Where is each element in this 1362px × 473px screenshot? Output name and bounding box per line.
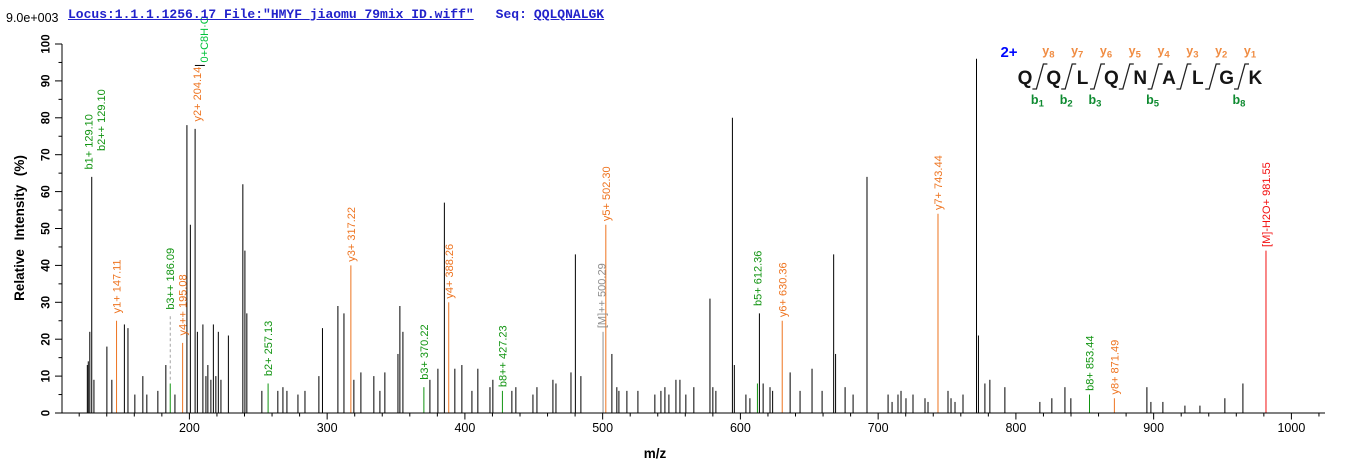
x-tick-label: 500: [592, 421, 613, 435]
b-ion-label: b1: [1031, 93, 1045, 110]
x-tick-label: 200: [179, 421, 200, 435]
x-tick-label: 900: [1143, 421, 1164, 435]
residue-letter: G: [1219, 68, 1234, 89]
residue-letter: A: [1162, 68, 1176, 89]
y-ion-label: y4: [1157, 44, 1170, 61]
b-ion-label: b3: [1089, 93, 1102, 110]
y-ion-label: y7: [1071, 44, 1083, 61]
residue-letter: Q: [1104, 68, 1119, 89]
peak-label: b8+ 853.44: [1084, 335, 1096, 390]
peak-label: b8++ 427.23: [497, 325, 509, 387]
x-tick-label: 1000: [1277, 421, 1305, 435]
x-tick-label: 400: [454, 421, 475, 435]
x-tick-label: 300: [317, 421, 338, 435]
peak-label: [M]++ 500.29: [596, 263, 608, 328]
residue-letter: Q: [1018, 68, 1033, 89]
fragment-divider: [1147, 63, 1163, 90]
residue-letter: N: [1133, 68, 1147, 89]
y-ion-label: y5: [1129, 44, 1142, 61]
x-tick-label: 800: [1005, 421, 1026, 435]
peak-label: y6+ 630.36: [777, 262, 789, 317]
y-tick-label: 30: [41, 296, 53, 309]
y-axis-title: Relative Intensity (%): [12, 155, 27, 301]
peak-label: y5+ 502.30: [601, 166, 613, 221]
y-ion-label: y6: [1100, 44, 1112, 61]
axis-lines: [61, 44, 1325, 414]
fragment-divider: [1118, 63, 1134, 90]
y-tick-label: 100: [41, 34, 53, 53]
peak-label: [M]-H2O+ 981.55: [1261, 162, 1273, 247]
y-tick-label: 0: [41, 410, 53, 416]
fragment-divider: [1205, 63, 1221, 90]
y-ion-label: y3: [1186, 44, 1198, 61]
peak-label: 0+C8H·C: [199, 16, 211, 62]
y-tick-label: 20: [41, 333, 53, 346]
peak-label: b2++ 129.10: [96, 89, 108, 151]
peak-label: y3+ 317.22: [346, 207, 358, 262]
fragment-divider: [1090, 63, 1105, 90]
y-ion-label: y1: [1244, 44, 1257, 61]
seq-value: QQLQNALGK: [533, 7, 605, 22]
peak-label: y2+ 204.14: [192, 67, 204, 122]
peak-labels-group: b1+ 129.10 b2++ 129.10 y1+ 147.11 b3++ 186.…: [83, 16, 1273, 394]
fragment-divider: [1032, 63, 1048, 90]
y-ion-label: y2: [1215, 44, 1227, 61]
y-tick-label: 70: [41, 148, 53, 161]
y-ion-label: y8: [1042, 44, 1054, 61]
seq-label: Seq:: [495, 7, 527, 22]
peak-label: y1+ 147.11: [112, 259, 124, 313]
residue-letter: K: [1249, 68, 1263, 89]
fragment-divider: [1176, 63, 1192, 90]
y-tick-label: 60: [41, 185, 53, 198]
peak-label: b2+ 257.13: [263, 321, 275, 376]
x-tick-label: 600: [730, 421, 751, 435]
y-tick-label: 50: [41, 222, 53, 235]
peak-label: y4+ 388.26: [444, 244, 456, 299]
x-tick-label: 700: [868, 421, 889, 435]
residue-letter: L: [1077, 68, 1089, 89]
fragment-divider: [1234, 63, 1249, 90]
axes-group: 0 10 20 30 40 50 60 70 80 90 100 200 300 400 500 600 700…: [12, 34, 1325, 461]
b-ion-label: b5: [1146, 93, 1160, 110]
peak-label: y8+ 871.49: [1109, 340, 1121, 395]
y-tick-label: 40: [41, 259, 53, 272]
peak-label: y7+ 743.44: [933, 155, 945, 210]
residue-letter: Q: [1046, 68, 1061, 89]
y-tick-label: 10: [41, 370, 53, 383]
residue-letter: L: [1192, 68, 1204, 89]
b-ion-label: b8: [1233, 93, 1246, 110]
b-ion-label: b2: [1060, 93, 1073, 110]
y-tick-label: 90: [41, 75, 53, 88]
peak-label: b5+ 612.36: [752, 251, 764, 306]
peaks-group: [86, 58, 1267, 413]
x-axis-title: m/z: [644, 446, 667, 461]
intensity-scale-label: 9.0e+003: [6, 11, 59, 25]
locus-file-text: Locus:1.1.1.1256.17 File:"HMYF_jiaomu_79…: [68, 7, 474, 22]
peak-label: y4++ 195.08: [178, 274, 190, 335]
peak-label: b3+ 370.22: [419, 324, 431, 379]
peak-label: b1+ 129.10: [83, 114, 95, 169]
spectrum-title: Locus:1.1.1.1256.17 File:"HMYF_jiaomu_79…: [68, 7, 604, 22]
peak-label: b3++ 186.09: [165, 248, 177, 310]
precursor-charge-label: 2+: [1000, 44, 1017, 61]
y-tick-label: 80: [41, 111, 53, 124]
fragment-divider: [1061, 63, 1077, 90]
